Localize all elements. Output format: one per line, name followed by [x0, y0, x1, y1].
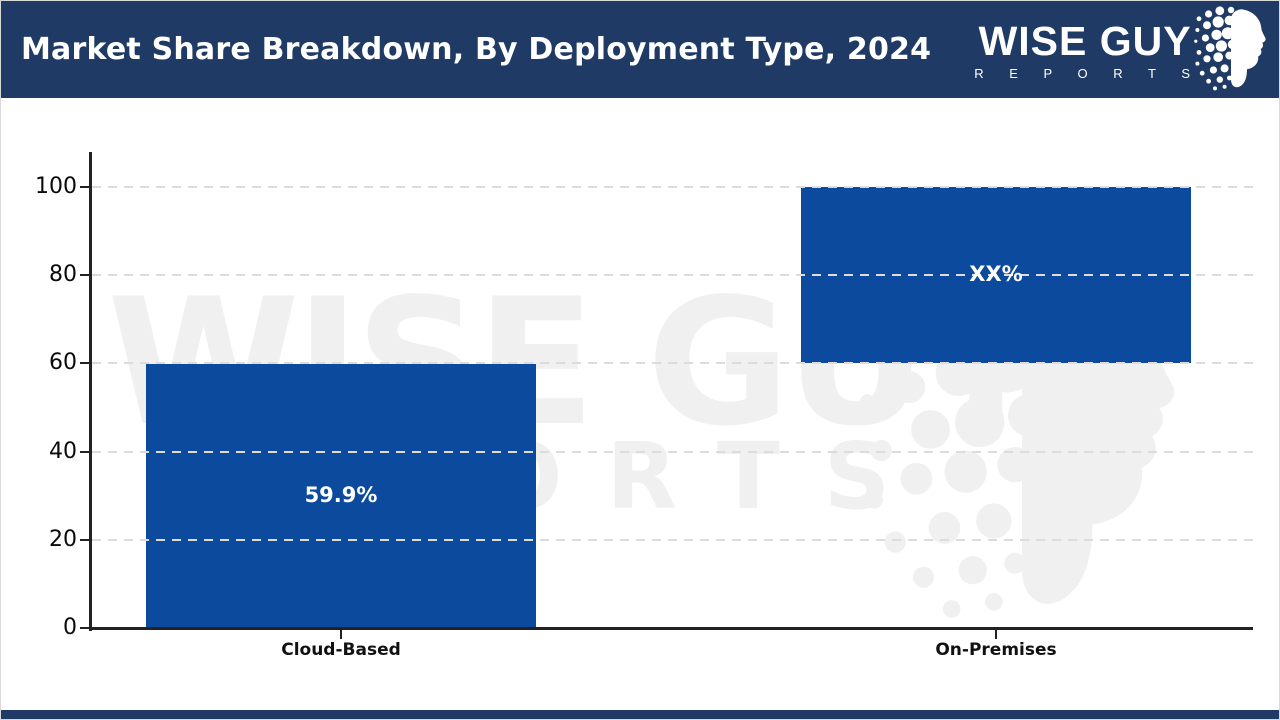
y-tick-mark	[80, 627, 90, 629]
x-tick-mark	[340, 630, 342, 639]
y-tick-label: 100	[35, 174, 77, 199]
x-tick-mark	[995, 630, 997, 639]
gridline-60	[92, 362, 1253, 365]
bar-value-label: XX%	[969, 262, 1023, 287]
wiseguy-logo-text: WISE GUY R E P O R T S	[969, 17, 1201, 81]
y-tick-label: 20	[49, 526, 77, 552]
logo-reports-label: R E P O R T S	[974, 65, 1201, 81]
chart-title: Market Share Breakdown, By Deployment Ty…	[21, 32, 932, 67]
wiseguy-logo: WISE GUY R E P O R T S	[969, 5, 1271, 95]
gridline-80	[92, 274, 1253, 277]
bar-cloud-based	[146, 363, 536, 628]
wiseguy-head-icon	[1191, 6, 1271, 94]
y-axis-line	[89, 151, 92, 631]
y-tick-mark	[80, 450, 90, 453]
y-tick-label: 0	[63, 615, 77, 640]
y-tick-label: 60	[49, 350, 77, 376]
x-axis-line	[89, 627, 1253, 630]
footer-bar	[1, 710, 1279, 719]
x-category-label: On-Premises	[935, 640, 1057, 660]
y-tick-label: 80	[49, 262, 77, 288]
gridline-20	[92, 538, 1253, 541]
x-category-label: Cloud-Based	[281, 640, 401, 660]
bar-value-label: 59.9%	[304, 482, 378, 507]
gridline-100	[92, 186, 1253, 188]
y-tick-mark	[80, 538, 90, 541]
y-tick-mark	[80, 362, 90, 365]
gridline-40	[92, 450, 1253, 453]
y-tick-mark	[80, 274, 90, 277]
y-tick-mark	[80, 186, 90, 188]
logo-wiseguy-label: WISE GUY	[978, 17, 1192, 64]
y-tick-label: 40	[49, 438, 77, 464]
header-bar: Market Share Breakdown, By Deployment Ty…	[1, 1, 1279, 98]
